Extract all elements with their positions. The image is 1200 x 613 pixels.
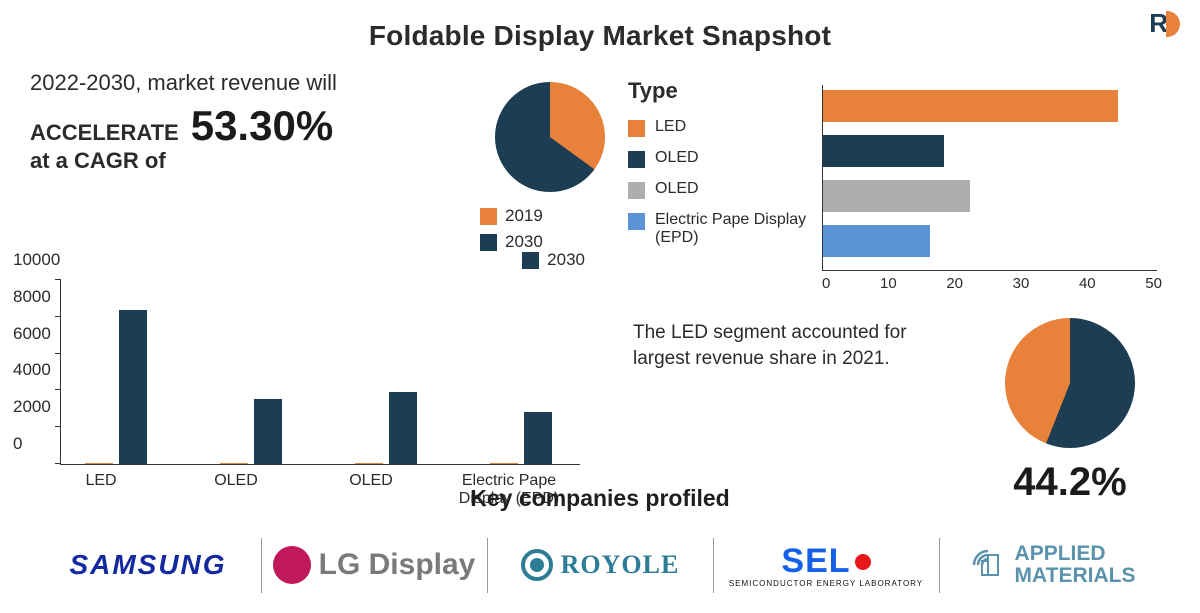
vbar-bar-led-2019 <box>85 463 113 464</box>
hbar-row-oled2 <box>823 180 970 212</box>
companies-row: SAMSUNG LG Display ROYOLE SEL SEMICONDUC… <box>0 525 1200 605</box>
type-legend-item-2: OLED <box>628 180 828 199</box>
vbar-ytick-1: 2000 <box>13 397 51 417</box>
type-legend-item-3: Electric Pape Display (EPD) <box>628 211 828 247</box>
vbar-bar-epd-2019 <box>490 463 518 464</box>
horizontal-bar-chart: .hbar-row { height: 32px; } 0 10 20 30 4… <box>822 85 1167 295</box>
top-pie-chart: 2019 2030 <box>450 82 650 252</box>
vbar-legend-swatch-2030 <box>522 252 539 269</box>
company-logo-applied-materials: APPLIED MATERIALS <box>940 530 1165 600</box>
page-title: Foldable Display Market Snapshot <box>0 20 1200 52</box>
bottom-pie-chart-visual <box>1005 318 1135 448</box>
type-legend-item-1: OLED <box>628 149 828 168</box>
vbar-group-led: LED <box>71 280 161 464</box>
hbar-x-axis-line <box>822 270 1157 271</box>
legend-swatch-2019 <box>480 208 497 225</box>
company-logo-lg-display: LG Display <box>262 530 487 600</box>
bottom-pie-chart: 44.2% <box>985 318 1155 505</box>
vbar-plot-area: 0 2000 4000 6000 8000 10000 LED OLED OLE… <box>60 280 580 465</box>
company-logo-samsung: SAMSUNG <box>36 530 261 600</box>
cagr-value: 53.30% <box>191 102 333 150</box>
vbar-bar-oled2-2030 <box>389 392 417 464</box>
vbar-bar-oled2-2019 <box>355 463 383 464</box>
applied-materials-icon <box>969 546 1007 584</box>
type-legend-title: Type <box>628 78 828 104</box>
top-pie-legend: 2019 2030 <box>480 206 650 252</box>
vbar-group-oled2: OLED <box>341 280 431 464</box>
company-logo-sel: SEL SEMICONDUCTOR ENERGY LABORATORY <box>714 530 939 600</box>
vbar-ytick-4: 8000 <box>13 287 51 307</box>
sel-dot-icon <box>855 554 871 570</box>
top-pie-chart-visual <box>495 82 605 192</box>
vbar-bar-led-2030 <box>119 310 147 464</box>
hbar-row-epd <box>823 225 930 257</box>
cagr-section: 2022-2030, market revenue will ACCELERAT… <box>30 70 430 174</box>
led-callout-text: The LED segment accounted for largest re… <box>633 320 963 371</box>
vbar-bar-oled1-2019 <box>220 463 248 464</box>
cagr-line1: 2022-2030, market revenue will <box>30 70 430 96</box>
hbar-row-oled1 <box>823 135 944 167</box>
vertical-bar-chart: 2030 0 2000 4000 6000 8000 10000 LED OLE… <box>10 255 595 485</box>
royole-icon <box>521 549 553 581</box>
type-swatch-1 <box>628 151 645 168</box>
vbar-ytick-5: 10000 <box>13 250 60 270</box>
top-pie-legend-2030: 2030 <box>480 232 543 252</box>
company-logo-royole: ROYOLE <box>488 530 713 600</box>
legend-swatch-2030 <box>480 234 497 251</box>
vbar-ytick-3: 6000 <box>13 324 51 344</box>
accelerate-label: ACCELERATE <box>30 119 179 147</box>
vbar-legend: 2030 <box>522 250 585 270</box>
cagr-prefix-label: at a CAGR of <box>30 147 179 175</box>
hbar-row-led <box>823 90 1118 122</box>
vbar-bar-oled1-2030 <box>254 399 282 464</box>
type-swatch-2 <box>628 182 645 199</box>
lg-display-icon <box>273 546 311 584</box>
type-swatch-0 <box>628 120 645 137</box>
vbar-ytick-2: 4000 <box>13 360 51 380</box>
vbar-bar-epd-2030 <box>524 412 552 464</box>
type-legend-item-0: LED <box>628 118 828 137</box>
bottom-pie-value: 44.2% <box>985 460 1155 505</box>
type-legend-block: Type LED OLED OLED Electric Pape Display… <box>628 78 828 259</box>
hbar-x-axis-ticks: 0 10 20 30 40 50 <box>822 275 1162 292</box>
type-swatch-3 <box>628 213 645 230</box>
top-pie-legend-2019: 2019 <box>480 206 543 226</box>
vbar-ytick-0: 0 <box>13 434 22 454</box>
vbar-group-oled1: OLED <box>206 280 296 464</box>
vbar-group-epd: Electric Pape Display (EPD) <box>476 280 566 464</box>
